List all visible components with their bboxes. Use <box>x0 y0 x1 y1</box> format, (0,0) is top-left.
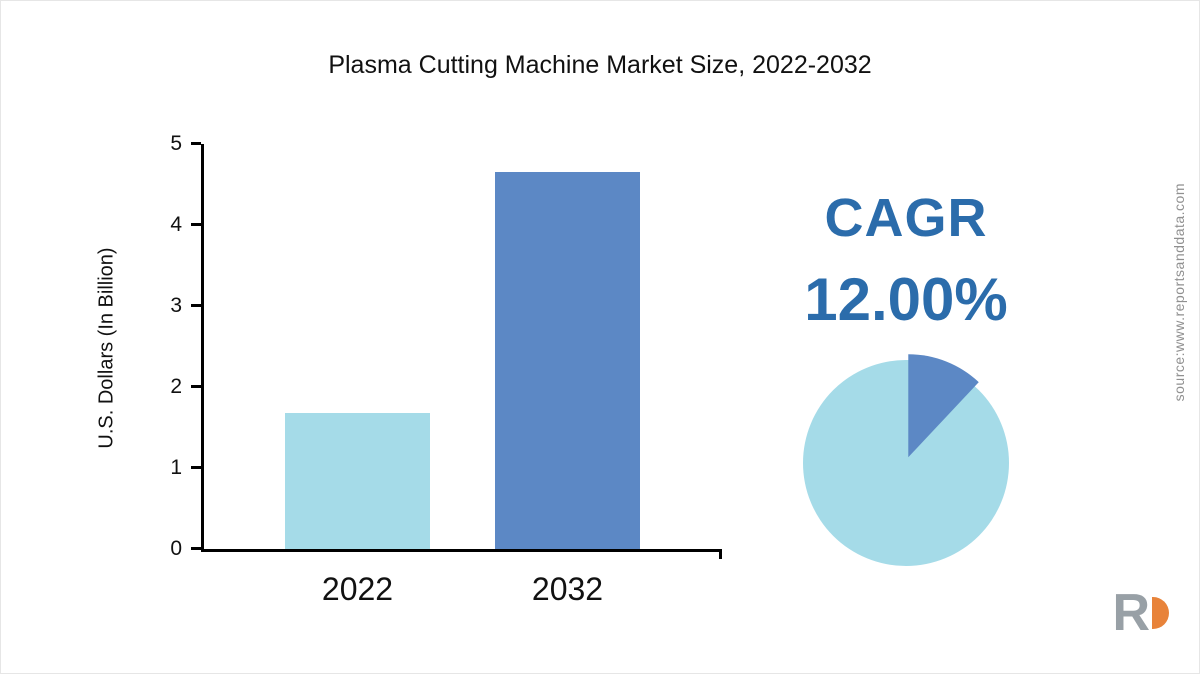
reportsanddata-logo: R <box>1112 587 1169 639</box>
cagr-pie-svg <box>803 354 1009 566</box>
y-tick-mark <box>191 304 201 307</box>
bar-2032 <box>495 172 640 549</box>
bars: 2022 2032 <box>204 144 721 607</box>
y-tick-label: 2 <box>170 375 182 398</box>
source-watermark: source:www.reportsanddata.com <box>1171 183 1187 402</box>
bar-2022 <box>285 412 430 549</box>
cagr-label: CAGR <box>824 188 988 248</box>
logo-orange-dot-icon <box>1152 597 1169 629</box>
cagr-value: 12.00% <box>804 266 1008 333</box>
y-tick-mark <box>191 547 201 550</box>
y-tick-mark <box>191 385 201 388</box>
y-tick-mark <box>191 142 201 145</box>
y-tick-label: 1 <box>170 456 182 479</box>
y-tick-mark <box>191 223 201 226</box>
pie-slice-remainder <box>803 360 1009 566</box>
x-tick-label-2032: 2032 <box>531 571 604 607</box>
y-tick-label: 0 <box>170 537 182 560</box>
logo-letter: R <box>1112 584 1150 642</box>
bar-group-2032: 2032 <box>495 144 640 607</box>
bar-group-2022: 2022 <box>285 144 430 607</box>
x-axis-end-tick <box>719 549 722 559</box>
cagr-block: CAGR 12.00% <box>776 187 1036 334</box>
y-tick-mark <box>191 466 201 469</box>
y-tick-label: 4 <box>170 213 182 236</box>
y-tick-label: 3 <box>170 294 182 317</box>
pie-slice-cagr <box>908 354 979 458</box>
cagr-pie <box>796 353 1016 573</box>
x-tick-label-2022: 2022 <box>321 571 394 607</box>
y-tick-label: 5 <box>170 132 182 155</box>
y-axis-label: U.S. Dollars (In Billion) <box>95 247 118 449</box>
bar-plot: 0 1 2 3 4 5 2022 2032 <box>170 132 722 607</box>
y-ticks: 0 1 2 3 4 5 <box>170 132 721 560</box>
chart-title: Plasma Cutting Machine Market Size, 2022… <box>328 51 872 79</box>
